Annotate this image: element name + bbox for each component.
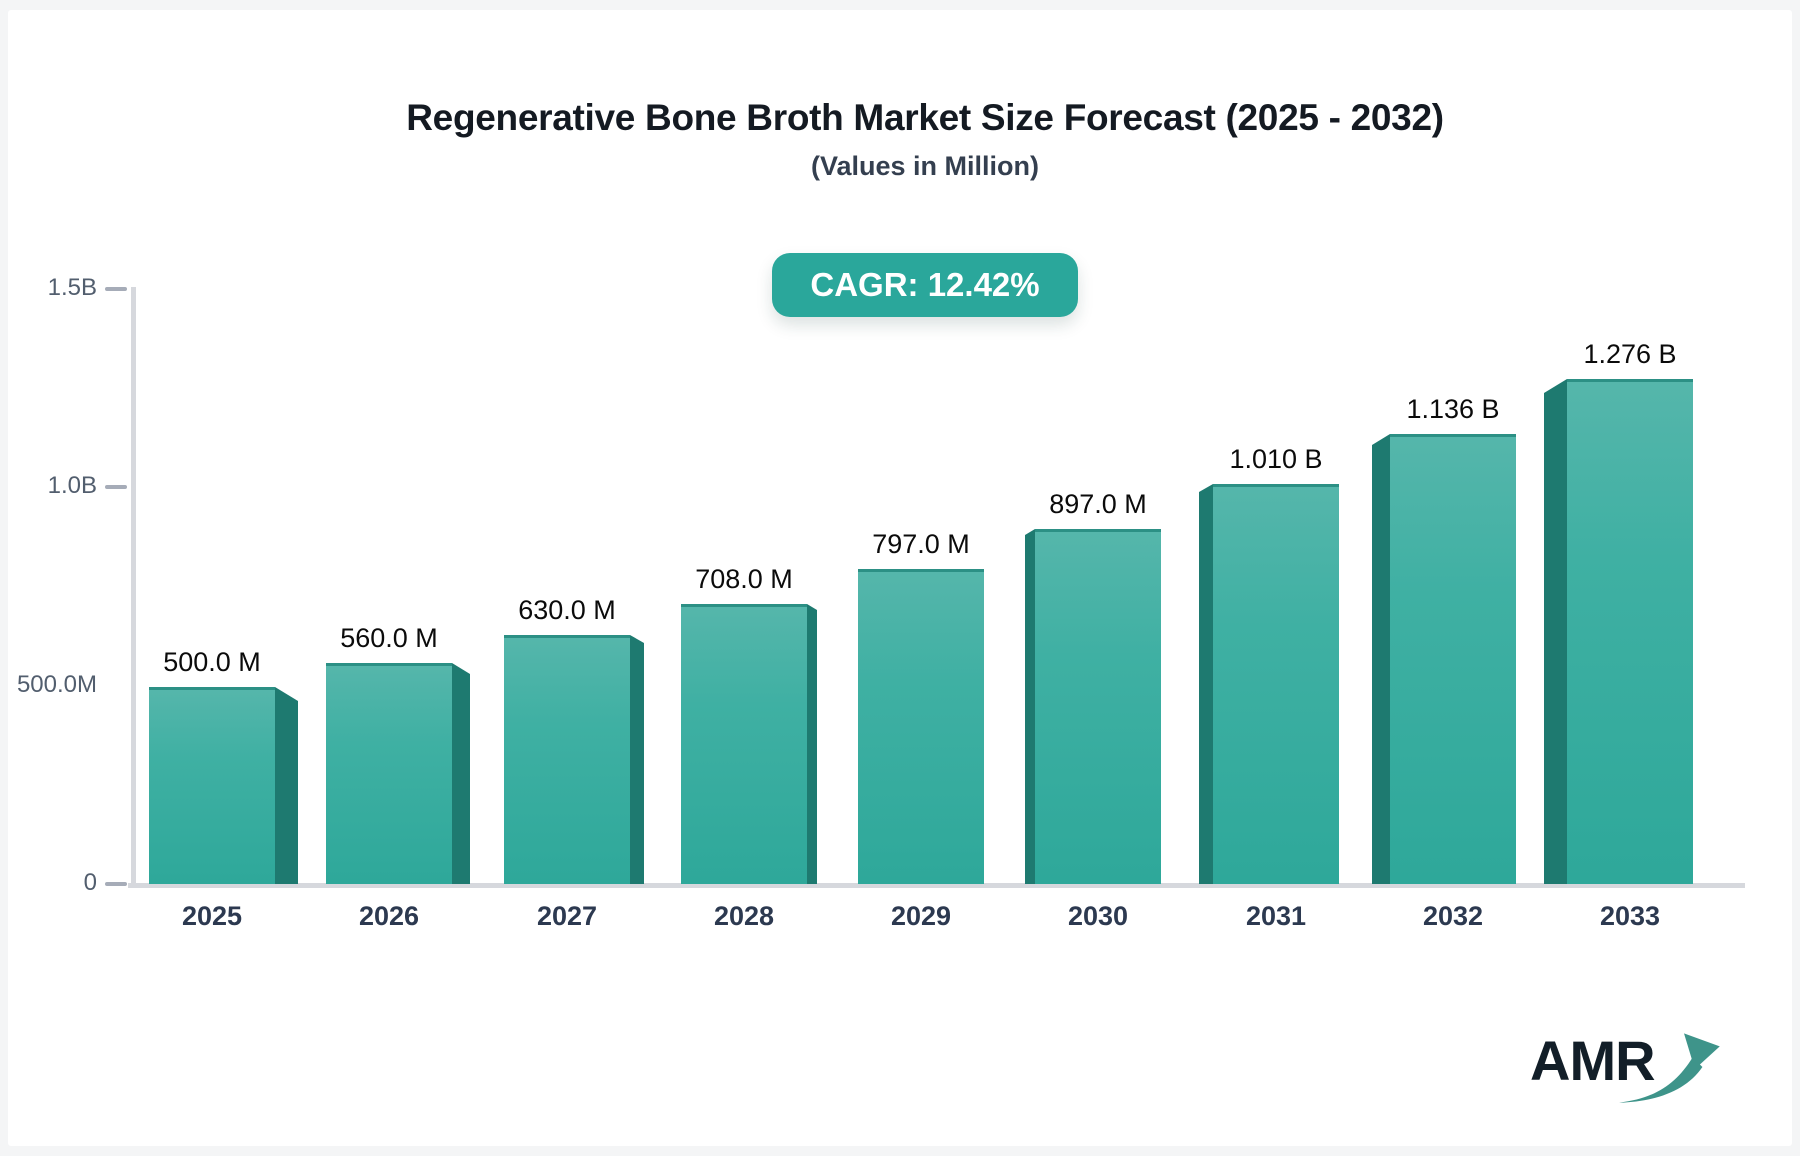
bar-group-2026: 560.0 M	[326, 623, 470, 884]
amr-logo: AMR	[1520, 1022, 1730, 1112]
cagr-badge-row: CAGR: 12.42%	[140, 253, 1710, 317]
amr-logo-text: AMR	[1530, 1029, 1656, 1092]
x-tick-label-2027: 2027	[536, 901, 598, 931]
trend-up-arrow-icon	[1619, 1033, 1720, 1103]
bar-group-2032: 1.136 B	[1372, 394, 1516, 884]
y-axis-line	[131, 287, 136, 888]
bar-group-2030: 897.0 M	[1025, 489, 1161, 884]
x-tick-label-2033: 2033	[1599, 901, 1661, 931]
bar-side-face-2027	[630, 635, 644, 884]
bar-side-face-2033	[1544, 379, 1567, 884]
bar-value-label-2025: 500.0 M	[163, 647, 261, 677]
bar-group-2029: 797.0 M	[858, 529, 984, 884]
x-tick-label-2032: 2032	[1422, 901, 1484, 931]
bar-group-2031: 1.010 B	[1199, 444, 1339, 884]
x-tick-label-2025: 2025	[181, 901, 243, 931]
x-tick-label-2028: 2028	[713, 901, 775, 931]
bar-group-2033: 1.276 B	[1544, 339, 1693, 884]
bar-side-face-2031	[1199, 484, 1213, 884]
chart-title: Regenerative Bone Broth Market Size Fore…	[406, 97, 1444, 138]
bar-front-2025	[149, 687, 275, 884]
y-tick-mark-1.0B	[105, 485, 127, 490]
bar-front-2032	[1390, 434, 1516, 884]
bar-value-label-2028: 708.0 M	[695, 564, 793, 594]
y-tick-label-0: 0	[83, 869, 97, 896]
bar-front-2026	[326, 663, 452, 884]
bar-front-2031	[1213, 484, 1339, 884]
bar-side-face-2032	[1372, 434, 1390, 884]
y-tick-label-1.5B: 1.5B	[47, 273, 97, 301]
y-tick-label-500.0M: 500.0M	[16, 670, 97, 698]
bar-value-label-2027: 630.0 M	[518, 595, 616, 625]
bar-front-2029	[858, 569, 984, 884]
bar-value-label-2032: 1.136 B	[1406, 394, 1500, 424]
cagr-badge: CAGR: 12.42%	[772, 253, 1078, 317]
bar-group-2028: 708.0 M	[681, 564, 817, 884]
bar-value-label-2033: 1.276 B	[1583, 339, 1677, 369]
bar-side-face-2030	[1025, 529, 1035, 884]
bar-value-label-2026: 560.0 M	[340, 623, 438, 653]
bar-front-2028	[681, 604, 807, 884]
bar-side-face-2028	[807, 604, 817, 884]
bar-value-label-2030: 897.0 M	[1049, 489, 1147, 519]
x-tick-label-2031: 2031	[1245, 901, 1307, 931]
x-tick-label-2029: 2029	[890, 901, 952, 931]
y-tick-label-1.0B: 1.0B	[47, 472, 97, 500]
bar-front-2027	[504, 635, 630, 884]
bar-front-2033	[1567, 379, 1693, 884]
bar-front-2030	[1035, 529, 1161, 884]
x-tick-label-2030: 2030	[1067, 901, 1129, 931]
bar-group-2025: 500.0 M	[149, 647, 298, 884]
bar-value-label-2031: 1.010 B	[1229, 444, 1323, 474]
chart-subtitle: (Values in Million)	[810, 151, 1040, 181]
bar-side-face-2026	[452, 663, 470, 884]
x-tick-label-2026: 2026	[358, 901, 420, 931]
bar-value-label-2029: 797.0 M	[872, 529, 970, 559]
y-tick-mark-0	[105, 882, 127, 886]
bar-side-face-2025	[275, 687, 298, 884]
bar-group-2027: 630.0 M	[504, 595, 644, 884]
y-tick-mark-1.5B	[105, 286, 127, 291]
x-axis-line	[128, 883, 1745, 888]
